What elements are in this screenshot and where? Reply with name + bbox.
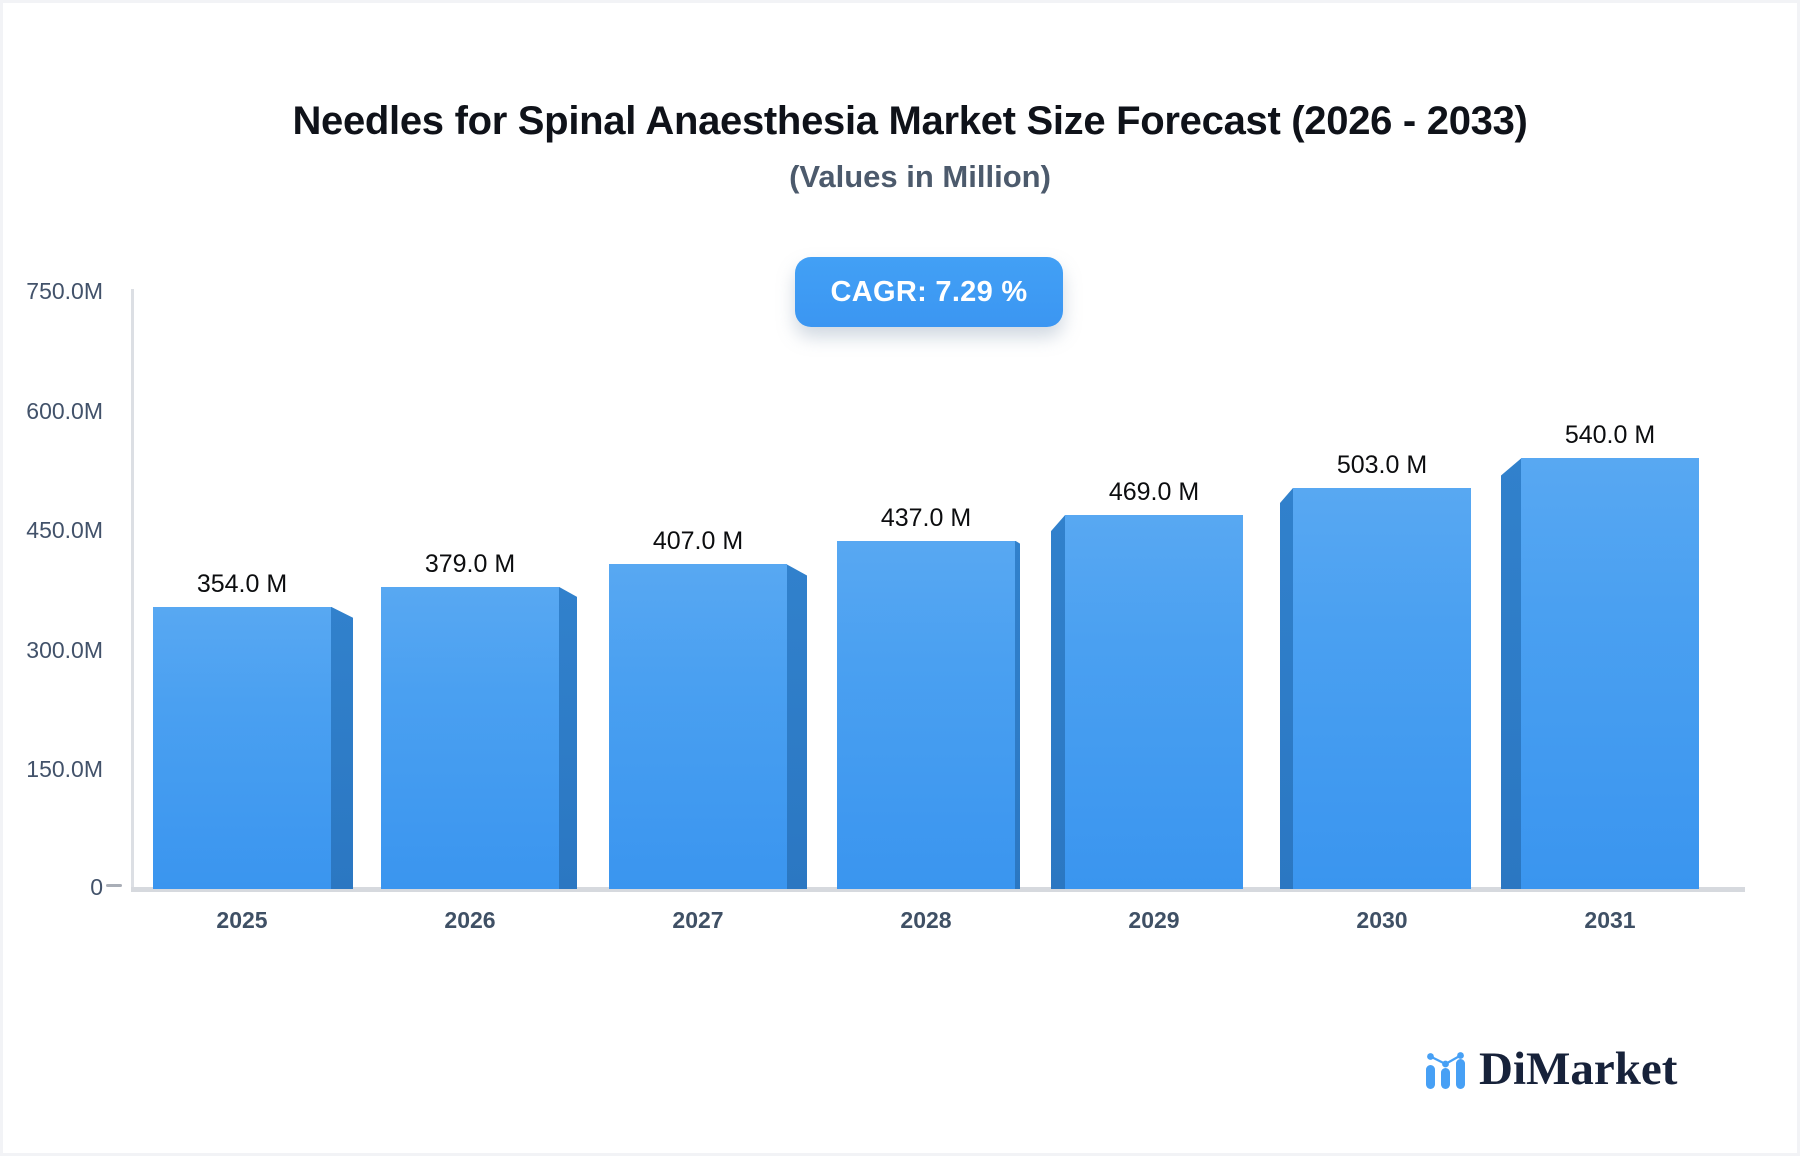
cagr-badge: CAGR: 7.29 % bbox=[795, 257, 1063, 327]
chart-title: Needles for Spinal Anaesthesia Market Si… bbox=[292, 99, 1528, 143]
bar-value-label: 503.0 M bbox=[1336, 450, 1428, 479]
bar-value-label: 437.0 M bbox=[880, 503, 972, 532]
brand-name: DiMarket bbox=[1479, 1043, 1678, 1095]
bar-value-label: 379.0 M bbox=[424, 549, 516, 578]
bar-value-label: 407.0 M bbox=[652, 527, 744, 556]
bar-value-label: 354.0 M bbox=[196, 569, 288, 598]
y-axis-tick-label: 450.0M bbox=[26, 517, 103, 544]
y-axis-line bbox=[131, 289, 134, 890]
bar-side-face bbox=[787, 564, 807, 889]
brand-logo: DiMarket bbox=[1426, 1045, 1677, 1093]
y-axis-tick-label: 300.0M bbox=[26, 636, 103, 663]
x-axis-label: 2028 bbox=[900, 907, 952, 933]
y-axis-tick-label: 150.0M bbox=[26, 756, 103, 783]
bar-value-label: 540.0 M bbox=[1564, 421, 1656, 450]
x-axis-label: 2029 bbox=[1128, 907, 1180, 933]
cagr-badge-label: CAGR: 7.29 % bbox=[830, 275, 1028, 308]
bar-2029 bbox=[1065, 515, 1243, 889]
y-axis-tick-label-zero: 0 bbox=[90, 874, 103, 900]
bar-side-face bbox=[1280, 487, 1293, 889]
x-axis-label: 2030 bbox=[1356, 907, 1408, 933]
bar-chart-logo-icon bbox=[1426, 1052, 1465, 1089]
bar-side-face bbox=[1501, 458, 1521, 889]
bar-side-face bbox=[1015, 540, 1020, 889]
bar-side-face bbox=[331, 606, 353, 889]
x-axis-label: 2026 bbox=[444, 907, 496, 933]
x-axis-label: 2025 bbox=[216, 907, 268, 933]
x-axis-label: 2031 bbox=[1584, 907, 1636, 933]
bar-side-face bbox=[559, 586, 577, 889]
x-axis-line bbox=[131, 887, 1745, 892]
bar-value-label: 469.0 M bbox=[1108, 478, 1200, 507]
bar-2026 bbox=[381, 586, 559, 889]
bar-2031 bbox=[1521, 458, 1699, 889]
bar-2025 bbox=[153, 606, 331, 889]
y-axis-tick-label: 600.0M bbox=[26, 397, 103, 424]
y-axis-tick-label: 750.0M bbox=[26, 278, 103, 305]
chart-subtitle: (Values in Million) bbox=[789, 159, 1051, 194]
bar-2027 bbox=[609, 564, 787, 889]
zero-tick-mark bbox=[106, 884, 122, 887]
bar-side-face bbox=[1051, 515, 1065, 889]
bar-2030 bbox=[1293, 487, 1471, 889]
x-axis-label: 2027 bbox=[672, 907, 724, 933]
bar-2028 bbox=[837, 540, 1015, 889]
